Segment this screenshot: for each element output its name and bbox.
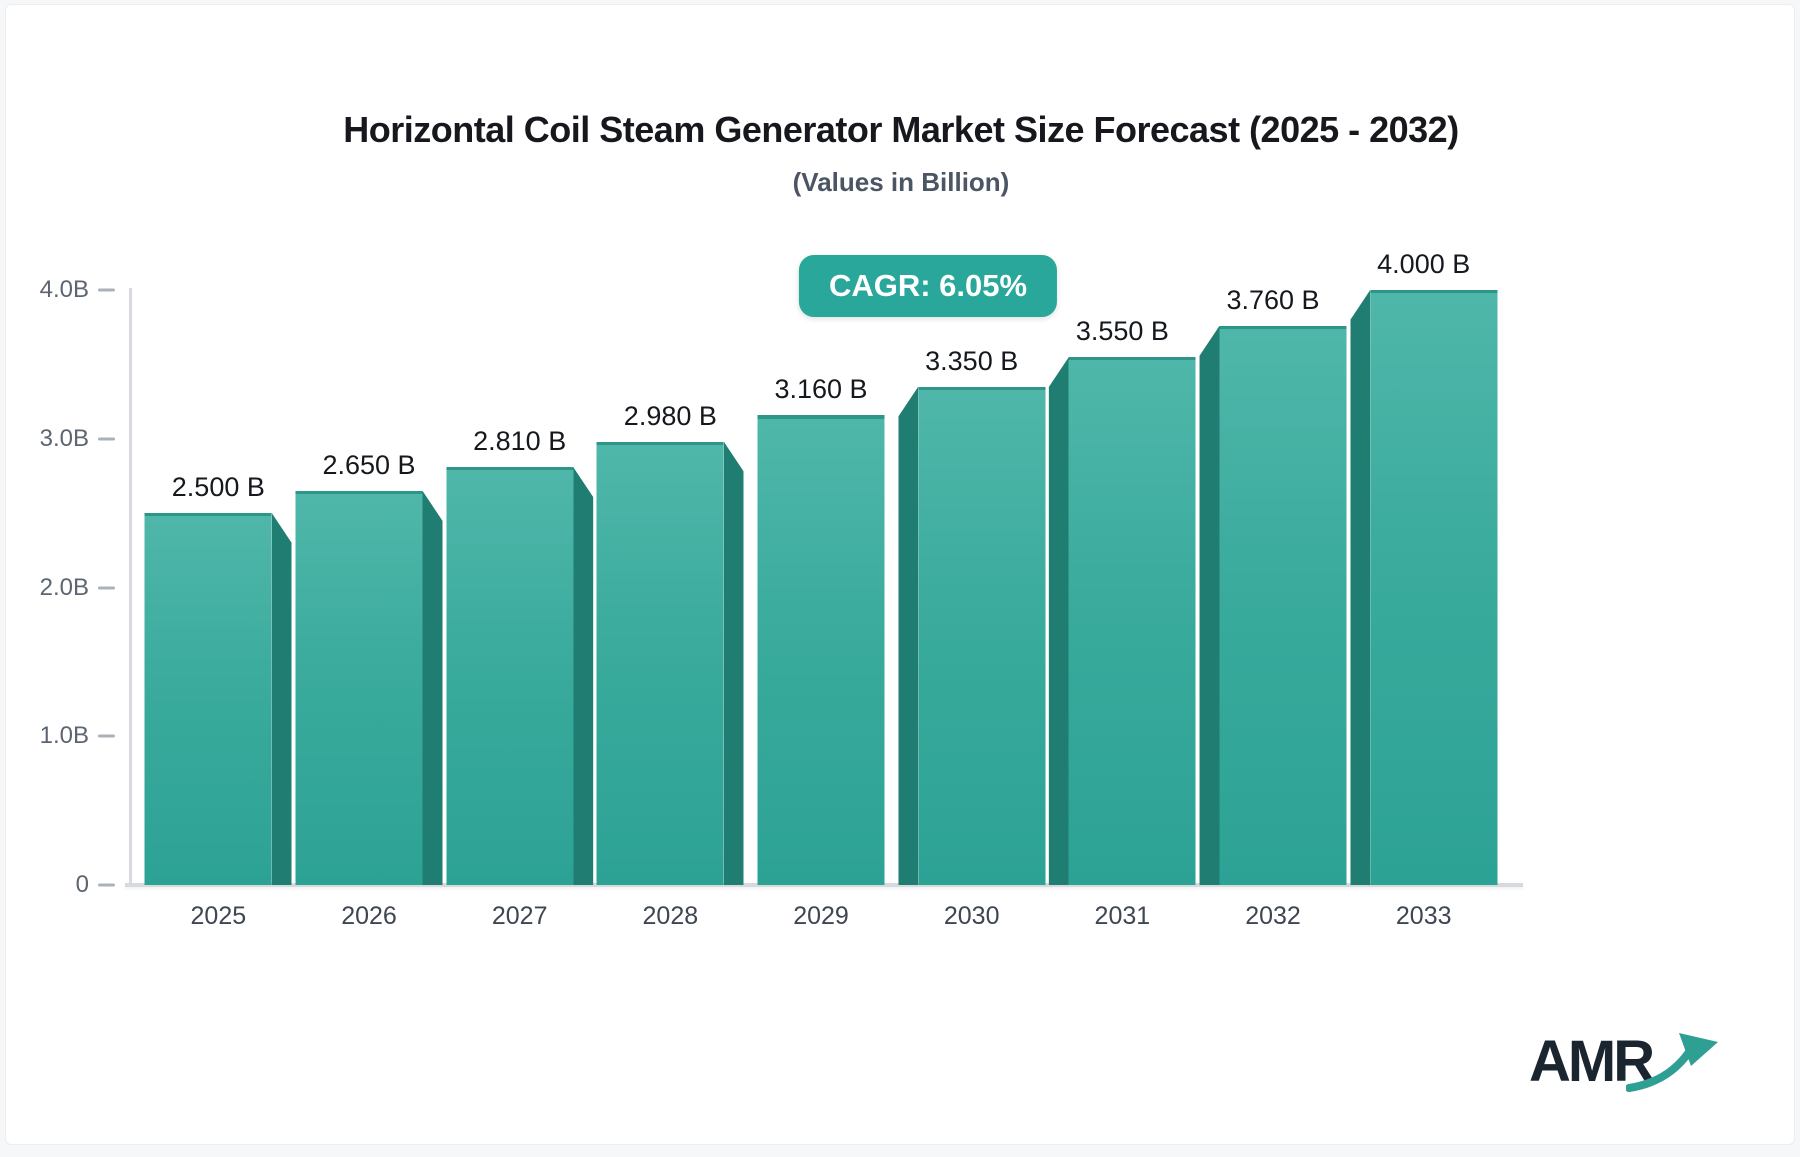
bar-side-shade bbox=[898, 387, 918, 885]
x-tick-label: 2029 bbox=[746, 902, 897, 931]
bar-value-label: 2.500 B bbox=[172, 472, 265, 503]
bar-slot: 2.650 B bbox=[294, 290, 445, 885]
bar-2027[interactable]: 2.810 B bbox=[446, 467, 593, 885]
bar-slot: 3.160 B bbox=[746, 290, 897, 885]
bar-value-label: 4.000 B bbox=[1377, 249, 1470, 280]
bar-value-label: 2.980 B bbox=[624, 401, 717, 432]
bar-value-label: 3.760 B bbox=[1226, 285, 1319, 316]
bar-value-label: 2.810 B bbox=[473, 426, 566, 457]
bar-2032[interactable]: 3.760 B bbox=[1200, 326, 1347, 885]
bar-2030[interactable]: 3.350 B bbox=[898, 387, 1045, 885]
x-tick-label: 2032 bbox=[1198, 902, 1349, 931]
growth-arrow-icon bbox=[1626, 1031, 1722, 1093]
bar-side-shade bbox=[272, 513, 292, 885]
bar-slot: 4.000 B bbox=[1348, 290, 1499, 885]
bar-2026[interactable]: 2.650 B bbox=[296, 491, 443, 885]
x-tick-label: 2031 bbox=[1047, 902, 1198, 931]
bar-value-label: 3.550 B bbox=[1076, 316, 1169, 347]
y-tick-mark bbox=[98, 884, 115, 887]
bar-slot: 3.350 B bbox=[896, 290, 1047, 885]
bar-value-label: 3.160 B bbox=[774, 374, 867, 405]
bar-face bbox=[1370, 290, 1497, 885]
bar-value-label: 3.350 B bbox=[925, 346, 1018, 377]
bar-slot: 2.500 B bbox=[143, 290, 294, 885]
x-tick-label: 2033 bbox=[1348, 902, 1499, 931]
bar-face bbox=[296, 491, 423, 885]
bar-face bbox=[597, 442, 724, 885]
y-tick-label: 3.0B bbox=[1, 425, 89, 453]
bar-side-shade bbox=[1049, 357, 1069, 885]
bar-face bbox=[1069, 357, 1196, 885]
bar-2025[interactable]: 2.500 B bbox=[145, 513, 292, 885]
bar-side-shade bbox=[1350, 290, 1370, 885]
bar-side-shade bbox=[573, 467, 593, 885]
bar-slot: 2.980 B bbox=[595, 290, 746, 885]
bar-face bbox=[918, 387, 1045, 885]
bar-face bbox=[145, 513, 272, 885]
bar-value-label: 2.650 B bbox=[322, 450, 415, 481]
bar-face bbox=[446, 467, 573, 885]
bar-side-shade bbox=[724, 442, 744, 885]
x-tick-label: 2025 bbox=[143, 902, 294, 931]
amr-logo: AMR bbox=[1529, 1031, 1722, 1091]
bar-2033[interactable]: 4.000 B bbox=[1350, 290, 1497, 885]
bar-2028[interactable]: 2.980 B bbox=[597, 442, 744, 885]
y-axis-line bbox=[129, 288, 132, 887]
chart-subtitle: (Values in Billion) bbox=[1, 167, 1800, 198]
bar-side-shade bbox=[1200, 326, 1220, 885]
x-tick-label: 2030 bbox=[896, 902, 1047, 931]
bar-slot: 2.810 B bbox=[444, 290, 595, 885]
bar-slot: 3.760 B bbox=[1198, 290, 1349, 885]
y-tick-label: 1.0B bbox=[1, 722, 89, 750]
bar-2031[interactable]: 3.550 B bbox=[1049, 357, 1196, 885]
bar-side-shade bbox=[423, 491, 443, 885]
y-tick-label: 4.0B bbox=[1, 276, 89, 304]
y-tick-label: 0 bbox=[1, 871, 89, 899]
y-tick-mark bbox=[98, 586, 115, 589]
y-tick-mark bbox=[98, 735, 115, 738]
x-tick-label: 2026 bbox=[294, 902, 445, 931]
y-tick-mark bbox=[98, 289, 115, 292]
x-tick-label: 2027 bbox=[444, 902, 595, 931]
y-tick-mark bbox=[98, 437, 115, 440]
x-tick-label: 2028 bbox=[595, 902, 746, 931]
bar-face bbox=[758, 415, 885, 885]
y-tick-label: 2.0B bbox=[1, 574, 89, 602]
bar-slot: 3.550 B bbox=[1047, 290, 1198, 885]
chart-card: Horizontal Coil Steam Generator Market S… bbox=[5, 4, 1795, 1145]
page-title: Horizontal Coil Steam Generator Market S… bbox=[1, 109, 1800, 151]
bar-2029[interactable]: 3.160 B bbox=[758, 415, 885, 885]
bar-face bbox=[1220, 326, 1347, 885]
